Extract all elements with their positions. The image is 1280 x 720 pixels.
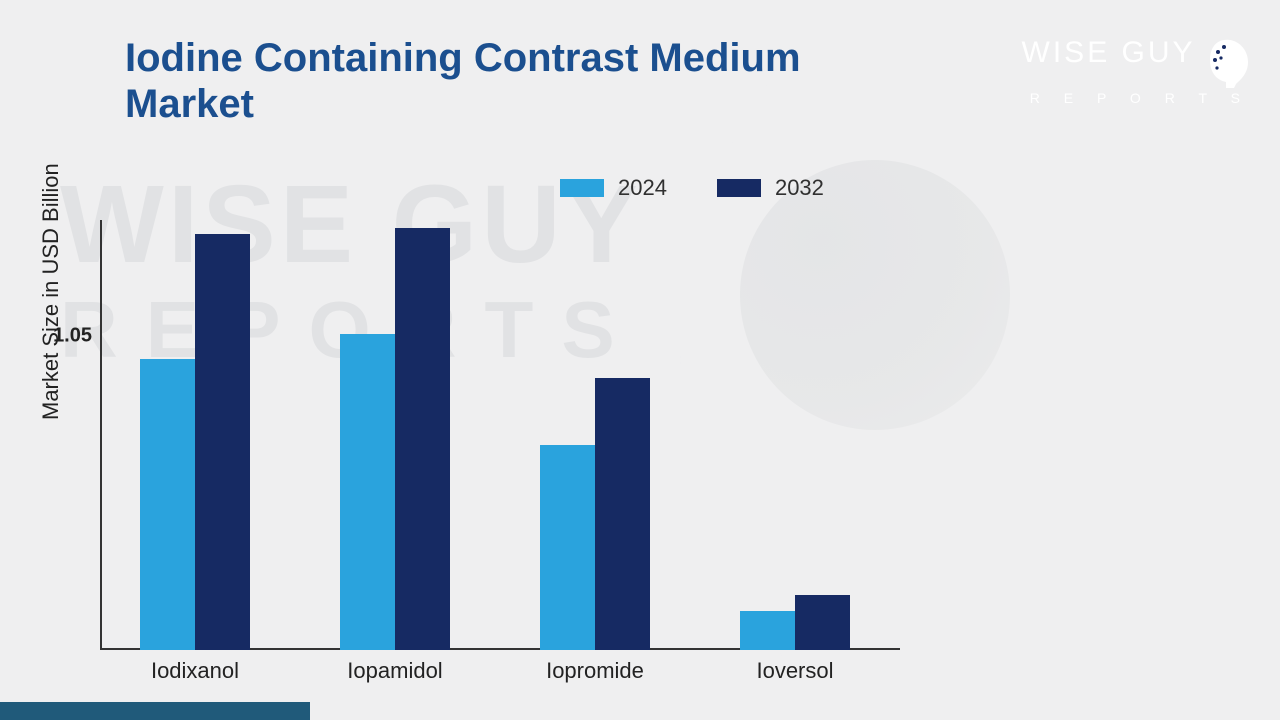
category-label: Iopamidol xyxy=(330,658,460,684)
bottom-accent-bar xyxy=(0,702,310,720)
legend-swatch-2032 xyxy=(717,179,761,197)
legend-item-2024: 2024 xyxy=(560,175,667,201)
plot-area: 1.05 IodixanolIopamidolIopromideIoversol xyxy=(100,220,900,650)
category-label: Iopromide xyxy=(530,658,660,684)
bar-group: Ioversol xyxy=(730,220,860,650)
category-label: Iodixanol xyxy=(130,658,260,684)
bar-group: Iopromide xyxy=(530,220,660,650)
bar-group: Iodixanol xyxy=(130,220,260,650)
bar-group: Iopamidol xyxy=(330,220,460,650)
legend-item-2032: 2032 xyxy=(717,175,824,201)
brand-logo: WISE GUY R E P O R T S xyxy=(990,38,1250,98)
y-tick-label: 1.05 xyxy=(53,324,92,347)
y-axis-label: Market Size in USD Billion xyxy=(38,163,64,420)
bar-2032 xyxy=(195,234,250,650)
brand-line-2: R E P O R T S xyxy=(990,90,1250,106)
bar-2024 xyxy=(140,359,195,650)
legend: 2024 2032 xyxy=(560,175,824,201)
legend-label-2032: 2032 xyxy=(775,175,824,201)
chart-canvas: WISE GUY REPORTS Iodine Containing Contr… xyxy=(0,0,1280,720)
bar-2024 xyxy=(540,445,595,650)
bar-2024 xyxy=(340,334,395,650)
bar-2032 xyxy=(795,595,850,650)
brand-line-1: WISE GUY xyxy=(1022,36,1196,69)
category-label: Ioversol xyxy=(730,658,860,684)
bar-2032 xyxy=(395,228,450,650)
y-axis-line xyxy=(100,220,102,650)
chart-title: Iodine Containing Contrast Medium Market xyxy=(125,35,885,127)
bar-2032 xyxy=(595,378,650,650)
legend-swatch-2024 xyxy=(560,179,604,197)
bar-2024 xyxy=(740,611,795,650)
brand-head-icon xyxy=(1206,38,1250,88)
legend-label-2024: 2024 xyxy=(618,175,667,201)
